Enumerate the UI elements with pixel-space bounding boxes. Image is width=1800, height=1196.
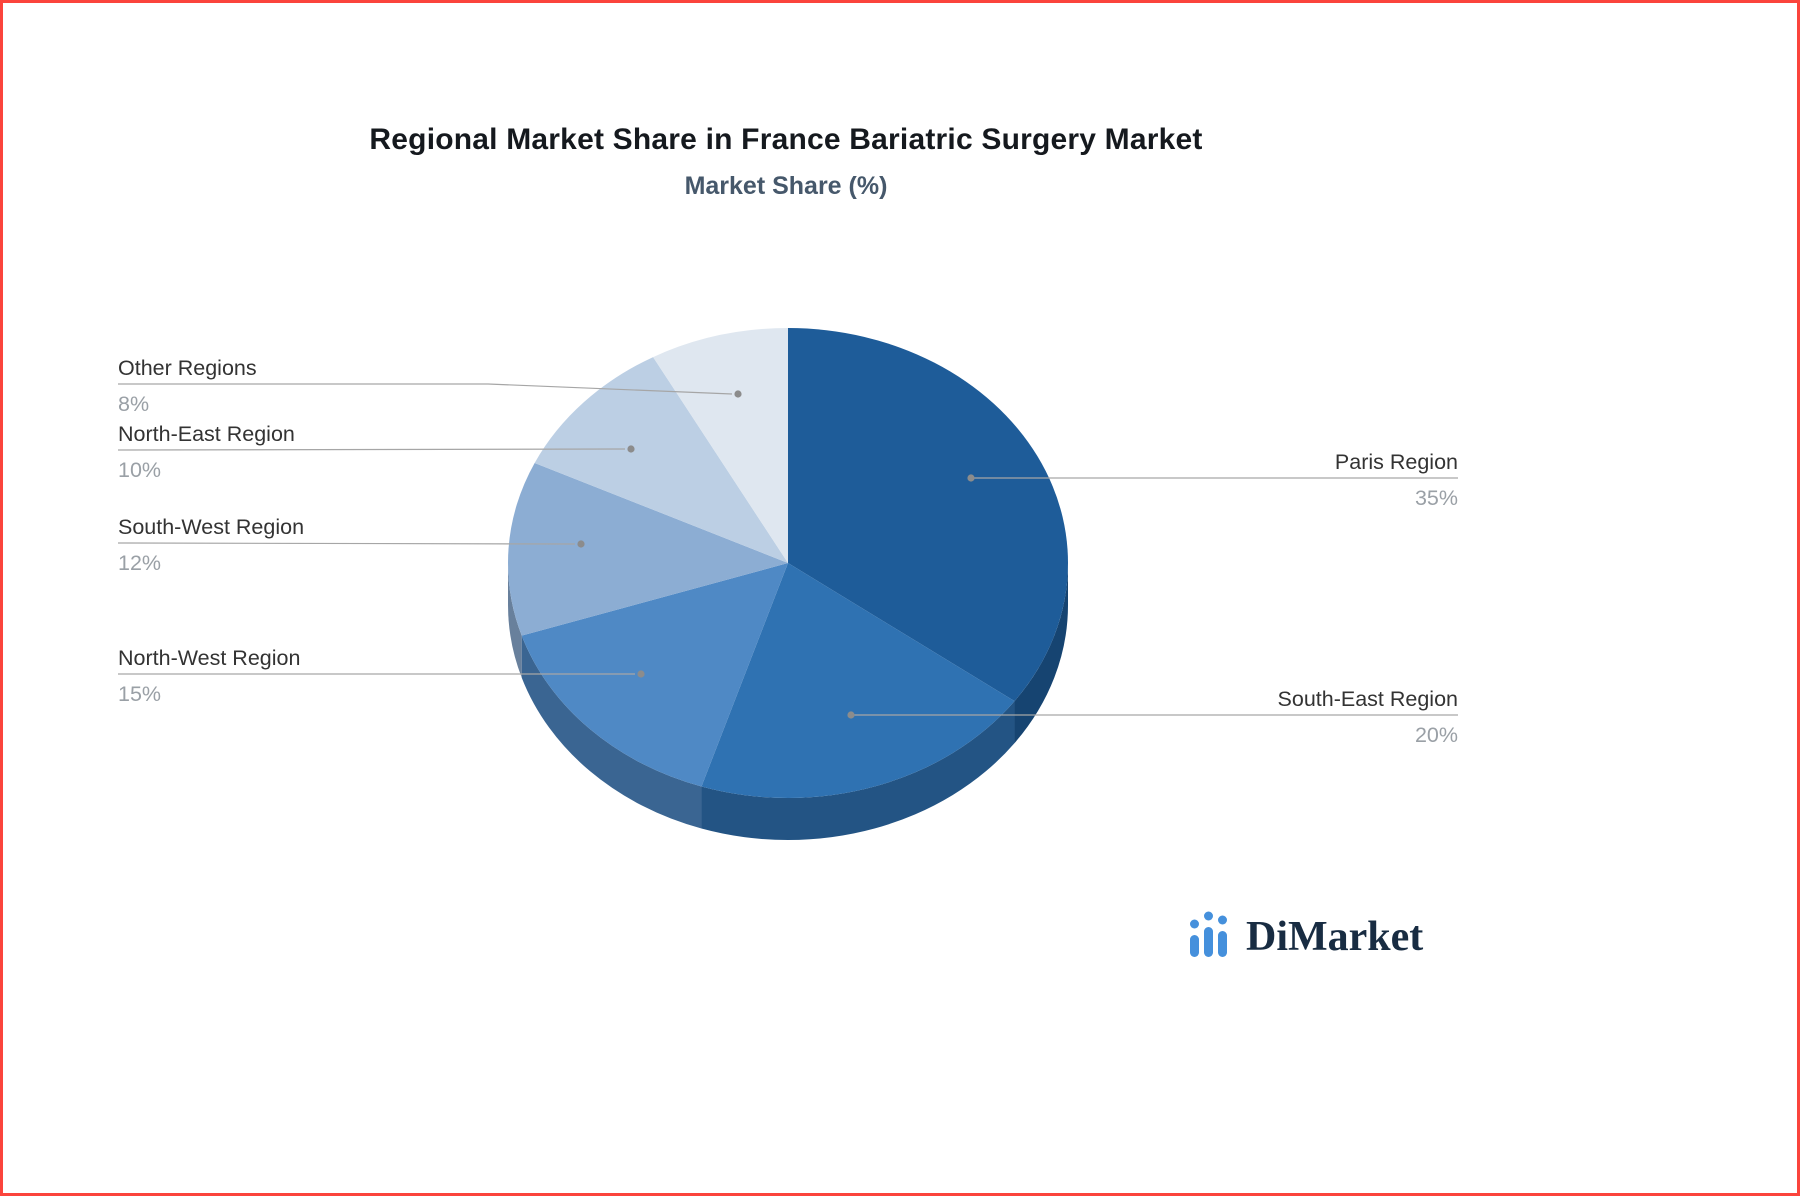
leader-line-north-east-region [117, 448, 626, 451]
slice-label-paris-region: Paris Region [1335, 450, 1458, 474]
leader-dot-other-regions [734, 390, 742, 398]
leader-dot-paris-region [967, 474, 975, 482]
slice-value-south-west-region: 12% [118, 551, 161, 575]
brand-logo: DiMarket [1187, 907, 1423, 959]
slice-label-north-west-region: North-West Region [118, 646, 300, 670]
pie-slice-other-regions [653, 328, 788, 563]
slice-value-paris-region: 35% [1415, 486, 1458, 510]
bar-chart-icon [1190, 911, 1227, 957]
slice-label-south-east-region: South-East Region [1278, 687, 1458, 711]
pie-slice-south-east-region [701, 563, 1015, 798]
slice-value-north-west-region: 15% [118, 682, 161, 706]
pie-slice-side-south-west-region [508, 563, 522, 678]
chart-subtitle: Market Share (%) [684, 172, 888, 200]
pie-chart: Paris Region 35% South-East Region 20% North… [117, 328, 1458, 841]
leader-dot-south-west-region [577, 540, 585, 548]
slice-label-south-west-region: South-West Region [118, 515, 304, 539]
chart-title: Regional Market Share in France Bariatri… [369, 123, 1203, 156]
leader-line-other-regions [118, 383, 733, 395]
slice-value-other-regions: 8% [118, 392, 149, 416]
pie-slice-north-east-region [534, 357, 788, 563]
brand-name: DiMarket [1246, 913, 1424, 960]
leader-dot-south-east-region [847, 711, 855, 719]
pie-slice-side-north-west-region [521, 635, 702, 829]
pie-slice-side-paris-region [1014, 563, 1068, 744]
pie-slice-south-west-region [508, 462, 788, 636]
slice-value-north-east-region: 10% [118, 458, 161, 482]
slice-label-north-east-region: North-East Region [118, 422, 295, 446]
slice-value-south-east-region: 20% [1415, 723, 1458, 747]
leader-line-south-west-region [117, 542, 576, 545]
pie-slice-paris-region [788, 328, 1068, 702]
slice-label-other-regions: Other Regions [118, 356, 257, 380]
leader-dot-north-west-region [637, 670, 645, 678]
pie-slice-side-south-east-region [701, 701, 1015, 841]
leader-dot-north-east-region [627, 445, 635, 453]
pie-slice-north-west-region [521, 563, 788, 787]
